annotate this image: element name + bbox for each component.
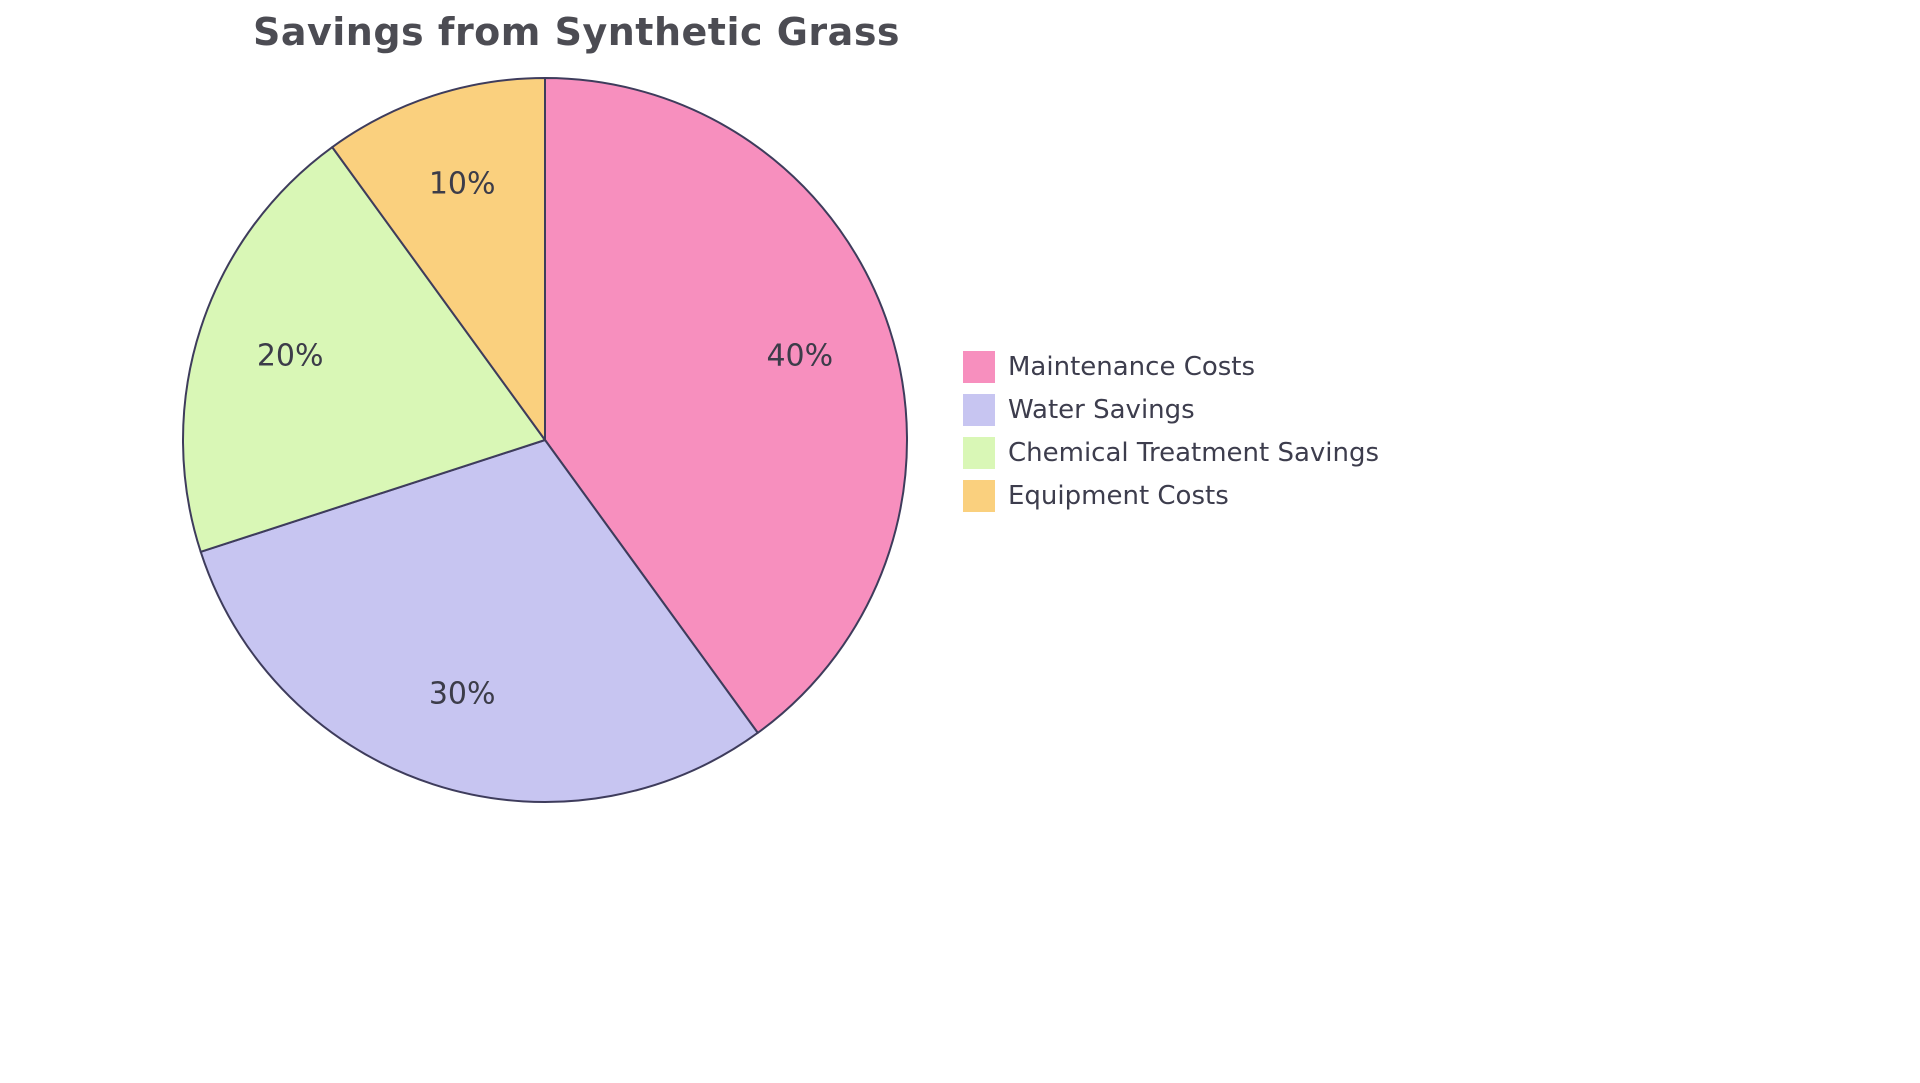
pie-slice-water-savings	[199, 439, 759, 803]
legend-item: Maintenance Costs	[963, 351, 1379, 383]
slice-percentage-label: 30%	[429, 676, 496, 711]
legend-item: Water Savings	[963, 394, 1379, 426]
legend-label: Maintenance Costs	[1008, 352, 1256, 382]
slice-percentage-label: 10%	[429, 167, 496, 202]
legend-swatch	[963, 394, 995, 426]
legend-label: Equipment Costs	[1008, 481, 1229, 511]
slice-percentage-label: 20%	[257, 339, 324, 374]
pie-slice-chemical-treatment-savings	[182, 146, 546, 553]
pie-slice-maintenance-costs	[544, 77, 908, 734]
legend-swatch	[963, 351, 995, 383]
legend-swatch	[963, 480, 995, 512]
legend-label: Water Savings	[1008, 395, 1195, 425]
legend-item: Equipment Costs	[963, 480, 1379, 512]
legend: Maintenance Costs Water Savings Chemical T…	[963, 351, 1379, 512]
legend-item: Chemical Treatment Savings	[963, 437, 1379, 469]
pie-slice-equipment-costs	[331, 77, 546, 441]
chart-title: Savings from Synthetic Grass	[253, 10, 901, 54]
slice-percentage-label: 40%	[766, 339, 833, 374]
legend-swatch	[963, 437, 995, 469]
legend-label: Chemical Treatment Savings	[1008, 438, 1380, 468]
